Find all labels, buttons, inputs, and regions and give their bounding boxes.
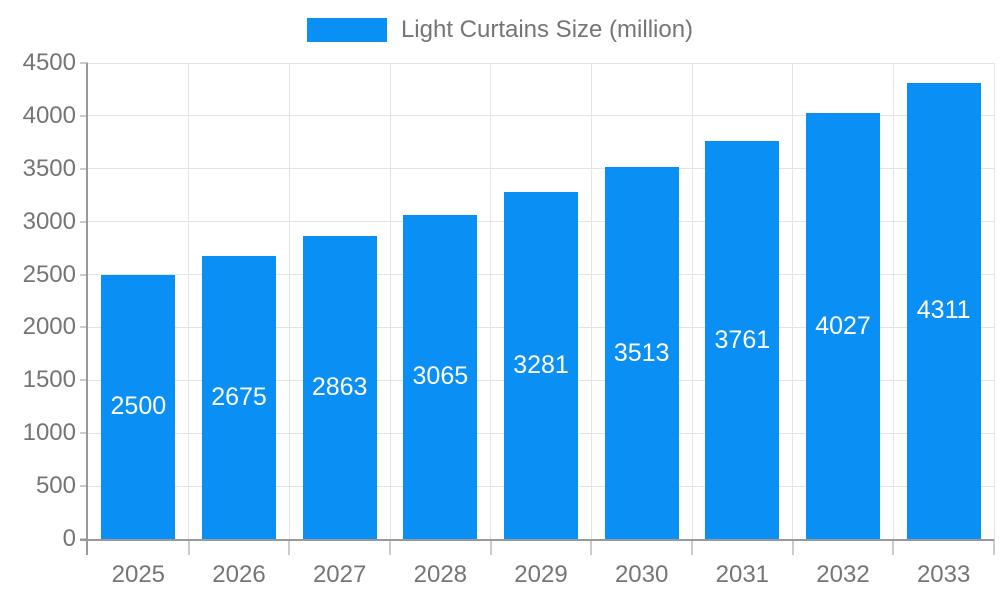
y-axis-label: 4500 bbox=[22, 49, 76, 76]
bar-value-label: 4027 bbox=[815, 311, 871, 340]
x-gridline bbox=[590, 63, 592, 539]
x-gridline bbox=[792, 63, 794, 539]
bar-value-label: 3281 bbox=[513, 350, 569, 379]
x-axis-tick bbox=[993, 539, 995, 555]
y-axis-label: 3500 bbox=[22, 154, 76, 182]
y-axis-tick bbox=[80, 432, 88, 435]
bar: 3281 bbox=[504, 191, 578, 539]
y-axis-label: 1000 bbox=[22, 419, 76, 447]
x-axis-tick bbox=[590, 539, 593, 555]
x-axis-label: 2033 bbox=[916, 561, 971, 588]
bar: 2863 bbox=[302, 236, 377, 539]
bar-value-label: 2675 bbox=[211, 383, 267, 411]
bar-value-label: 2500 bbox=[110, 392, 167, 421]
legend-swatch bbox=[306, 18, 387, 42]
y-axis-label: 4000 bbox=[22, 101, 76, 129]
bar: 2500 bbox=[101, 274, 176, 539]
bar: 4311 bbox=[906, 82, 981, 539]
x-gridline bbox=[188, 63, 190, 539]
x-axis-tick bbox=[489, 539, 492, 555]
y-axis-tick bbox=[80, 379, 88, 382]
x-gridline bbox=[892, 63, 894, 539]
x-axis-tick bbox=[389, 539, 391, 555]
y-axis-label: 2500 bbox=[22, 260, 76, 288]
x-gridline bbox=[490, 63, 492, 539]
x-axis-tick bbox=[187, 539, 190, 555]
y-axis-line bbox=[86, 63, 88, 555]
y-axis-label: 3000 bbox=[22, 207, 76, 235]
bar: 4027 bbox=[806, 113, 880, 539]
bar-value-label: 4311 bbox=[916, 296, 971, 325]
y-axis-tick bbox=[80, 326, 88, 329]
x-axis-tick bbox=[791, 539, 794, 555]
legend: Light Curtains Size (million) bbox=[0, 16, 1000, 44]
bar: 3513 bbox=[604, 167, 679, 539]
x-axis-label: 2029 bbox=[514, 561, 568, 588]
bar: 3761 bbox=[705, 141, 780, 539]
x-axis-label: 2032 bbox=[816, 561, 870, 588]
y-gridline bbox=[88, 115, 994, 117]
x-axis-label: 2030 bbox=[614, 561, 669, 588]
y-axis-label: 500 bbox=[35, 472, 76, 500]
bar: 2675 bbox=[202, 256, 276, 539]
x-gridline bbox=[288, 63, 290, 539]
y-axis-label: 1500 bbox=[22, 366, 76, 394]
y-axis-tick bbox=[80, 62, 88, 64]
y-axis-tick bbox=[80, 167, 88, 170]
y-axis-tick bbox=[80, 485, 88, 488]
y-axis-label: 2000 bbox=[22, 313, 76, 341]
y-axis-label: 0 bbox=[62, 525, 76, 552]
y-axis-tick bbox=[80, 220, 88, 223]
y-axis-tick bbox=[80, 273, 88, 276]
x-axis-label: 2025 bbox=[111, 561, 166, 588]
x-axis-line bbox=[80, 539, 994, 541]
x-axis-label: 2028 bbox=[413, 561, 468, 588]
y-gridline bbox=[88, 62, 994, 64]
x-axis-tick bbox=[892, 539, 895, 555]
x-axis-tick bbox=[691, 539, 693, 555]
y-axis-tick bbox=[80, 114, 88, 117]
x-gridline bbox=[993, 63, 995, 539]
bar-value-label: 3513 bbox=[613, 338, 670, 367]
y-gridline bbox=[88, 168, 994, 170]
legend-label: Light Curtains Size (million) bbox=[400, 16, 694, 43]
x-axis-label: 2026 bbox=[212, 561, 266, 588]
bar-value-label: 3065 bbox=[412, 362, 469, 391]
x-axis-label: 2027 bbox=[312, 561, 367, 588]
bar-value-label: 3761 bbox=[714, 325, 771, 354]
x-axis-tick bbox=[288, 539, 291, 555]
bar-value-label: 2863 bbox=[311, 373, 368, 402]
bar: 3065 bbox=[403, 214, 478, 539]
x-gridline bbox=[389, 63, 391, 539]
x-axis-label: 2031 bbox=[715, 561, 770, 588]
x-gridline bbox=[691, 63, 693, 539]
